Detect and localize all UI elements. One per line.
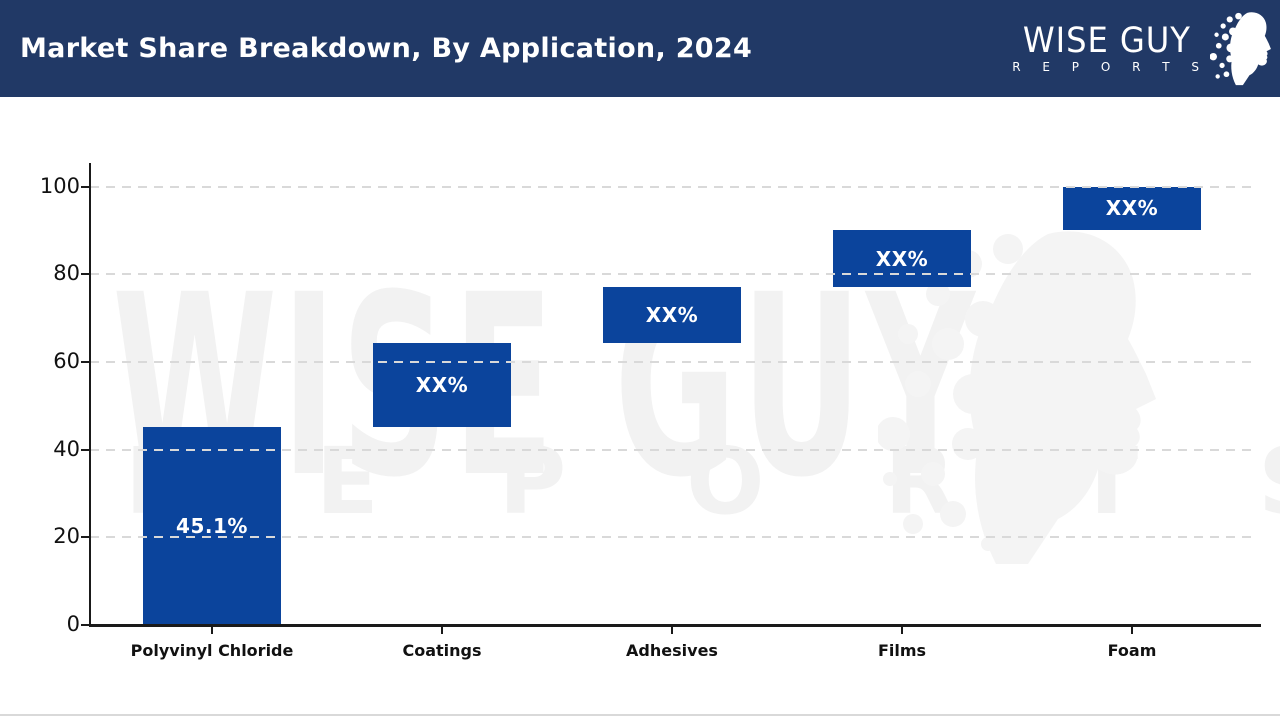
wiseguy-logo-line2: R E P O R T S [1012,60,1208,75]
bar: XX% [1063,186,1201,230]
x-axis-spine [89,624,1261,627]
bar: 45.1% [143,427,281,625]
y-tick-mark [81,360,89,363]
y-tick-mark [81,624,89,626]
gridline [90,273,1258,276]
header-bar: Market Share Breakdown, By Application, … [0,0,1280,97]
gridline [90,360,1258,363]
y-tick-label: 80 [53,261,80,286]
y-tick-label: 0 [66,612,80,636]
y-tick-mark [81,185,89,188]
page-title: Market Share Breakdown, By Application, … [20,33,753,64]
bar-value-label: XX% [415,372,469,397]
y-tick-mark [81,273,89,276]
bar: XX% [833,230,971,288]
x-tick-mark [901,627,903,634]
bar-value-label: XX% [1105,196,1159,221]
gridline [90,448,1258,451]
bar-value-label: 45.1% [176,514,248,539]
y-tick-label: 20 [53,524,80,549]
x-tick-mark [1131,627,1133,634]
wiseguy-logo-line1: WISE GUY [1023,20,1192,61]
x-axis-label: Polyvinyl Chloride [130,641,294,660]
wiseguy-face-icon [1210,11,1271,85]
x-tick-mark [441,627,443,634]
x-axis-label: Coatings [402,641,482,660]
y-tick-label: 60 [53,348,80,373]
wiseguy-logo: WISE GUY R E P O R T S [1006,2,1274,95]
footer-divider [0,714,1280,716]
y-tick-mark [81,536,89,539]
x-tick-mark [211,627,213,634]
y-axis-spine [89,163,91,626]
y-tick-mark [81,448,89,451]
bar: XX% [603,287,741,343]
x-axis-label: Adhesives [626,641,718,660]
bar: XX% [373,342,511,428]
bar-value-label: XX% [645,303,699,328]
wiseguy-logo-text: WISE GUY R E P O R T S [1006,20,1208,75]
bar-value-label: XX% [875,246,929,271]
gridline [90,185,1258,188]
y-tick-label: 100 [39,173,80,198]
x-tick-mark [671,627,673,634]
y-tick-label: 40 [53,436,80,461]
x-axis-label: Films [877,641,927,660]
gridline [90,536,1258,539]
x-axis-label: Foam [1107,641,1157,660]
